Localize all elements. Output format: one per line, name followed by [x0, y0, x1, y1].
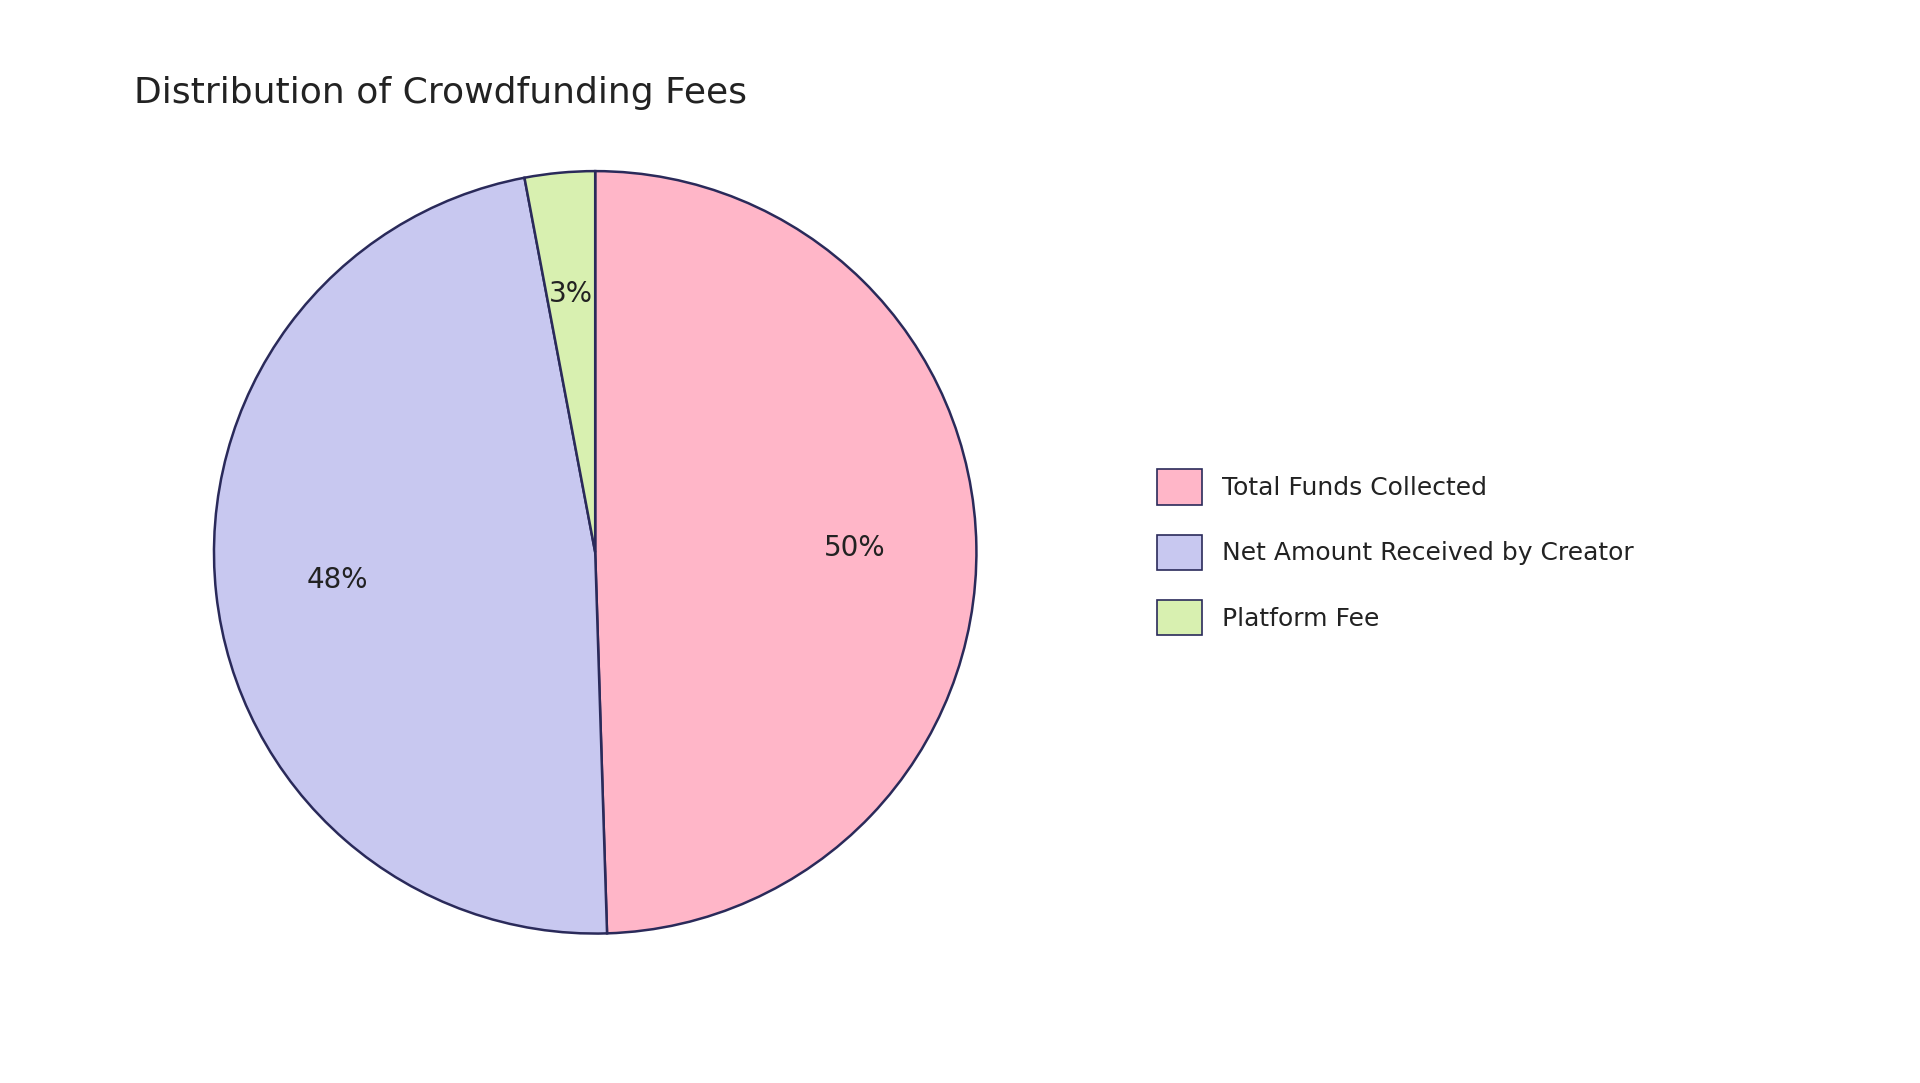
Text: Distribution of Crowdfunding Fees: Distribution of Crowdfunding Fees [134, 76, 747, 109]
Wedge shape [524, 171, 595, 552]
Wedge shape [595, 171, 977, 934]
Text: 50%: 50% [824, 534, 885, 562]
Legend: Total Funds Collected, Net Amount Received by Creator, Platform Fee: Total Funds Collected, Net Amount Receiv… [1133, 444, 1659, 661]
Text: 48%: 48% [307, 566, 369, 595]
Text: 3%: 3% [549, 280, 593, 309]
Wedge shape [213, 178, 607, 934]
